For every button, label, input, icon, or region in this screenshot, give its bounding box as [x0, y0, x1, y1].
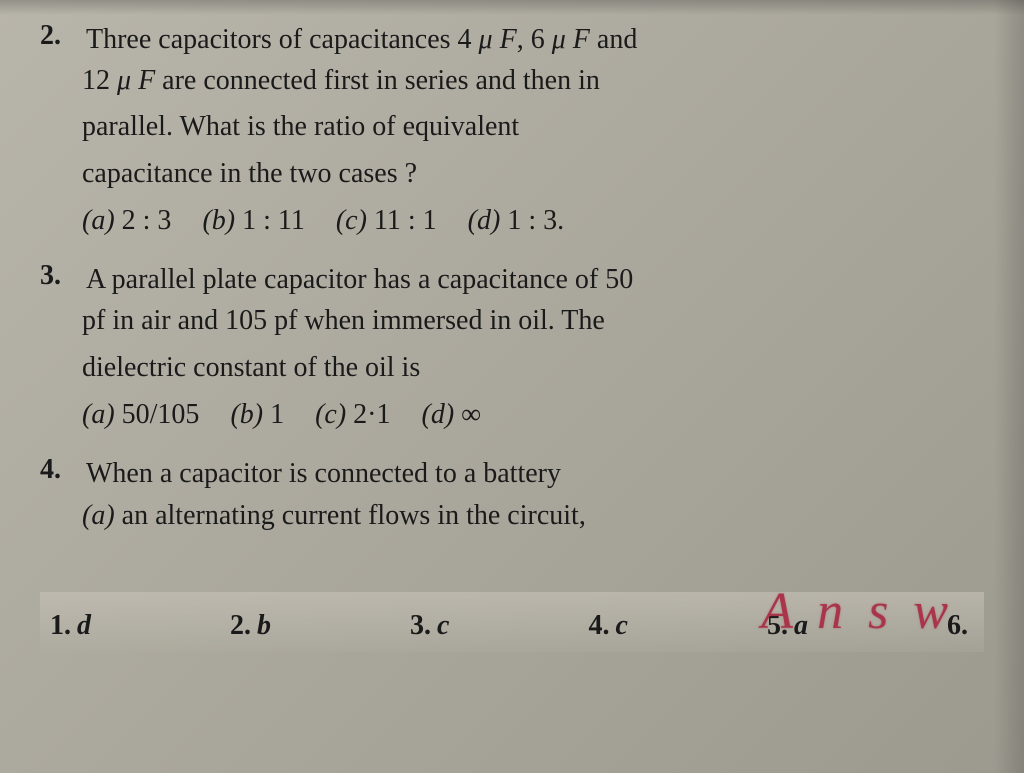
question-options: (a) 50/105 (b) 1 (c) 2·1 (d) ∞	[82, 394, 984, 436]
option-c: (c) 2·1	[315, 394, 390, 436]
question-text-line: capacitance in the two cases ?	[82, 154, 984, 195]
question-options: (a) an alternating current flows in the …	[82, 495, 984, 537]
question-number: 4.	[40, 454, 82, 486]
answer-header-cursive: A n s w	[761, 582, 954, 641]
option-b: (b) 1	[230, 394, 284, 436]
answer-2: 2.b	[230, 610, 271, 642]
page-content: 2. Three capacitors of capacitances 4 μ …	[0, 0, 1024, 672]
question-text-line: A parallel plate capacitor has a capacit…	[86, 264, 633, 295]
question-number: 2.	[40, 20, 82, 52]
question-text-line: When a capacitor is connected to a batte…	[86, 458, 561, 489]
option-a: (a) 2 : 3	[82, 200, 171, 242]
option-a: (a) an alternating current flows in the …	[82, 495, 586, 537]
answer-4: 4.c	[588, 610, 627, 642]
question-3: 3. A parallel plate capacitor has a capa…	[40, 260, 984, 436]
question-text-line: dielectric constant of the oil is	[82, 348, 984, 389]
question-text-line: Three capacitors of capacitances 4 μ F, …	[86, 24, 637, 55]
question-4: 4. When a capacitor is connected to a ba…	[40, 454, 984, 537]
question-2: 2. Three capacitors of capacitances 4 μ …	[40, 20, 984, 242]
question-text-line: pf in air and 105 pf when immersed in oi…	[82, 301, 984, 342]
option-d: (d) ∞	[422, 394, 482, 436]
answer-3: 3.c	[410, 610, 449, 642]
question-text-line: 12 μ F are connected first in series and…	[82, 61, 984, 102]
question-options: (a) 2 : 3 (b) 1 : 11 (c) 11 : 1 (d) 1 : …	[82, 200, 984, 242]
option-a: (a) 50/105	[82, 394, 199, 436]
answer-section: A n s w 1.d 2.b 3.c 4.c 5.a 6.	[40, 592, 984, 652]
option-c: (c) 11 : 1	[336, 200, 437, 242]
question-number: 3.	[40, 260, 82, 292]
answer-1: 1.d	[50, 610, 91, 642]
question-text-line: parallel. What is the ratio of equivalen…	[82, 107, 984, 148]
option-b: (b) 1 : 11	[202, 200, 304, 242]
option-d: (d) 1 : 3.	[468, 200, 564, 242]
